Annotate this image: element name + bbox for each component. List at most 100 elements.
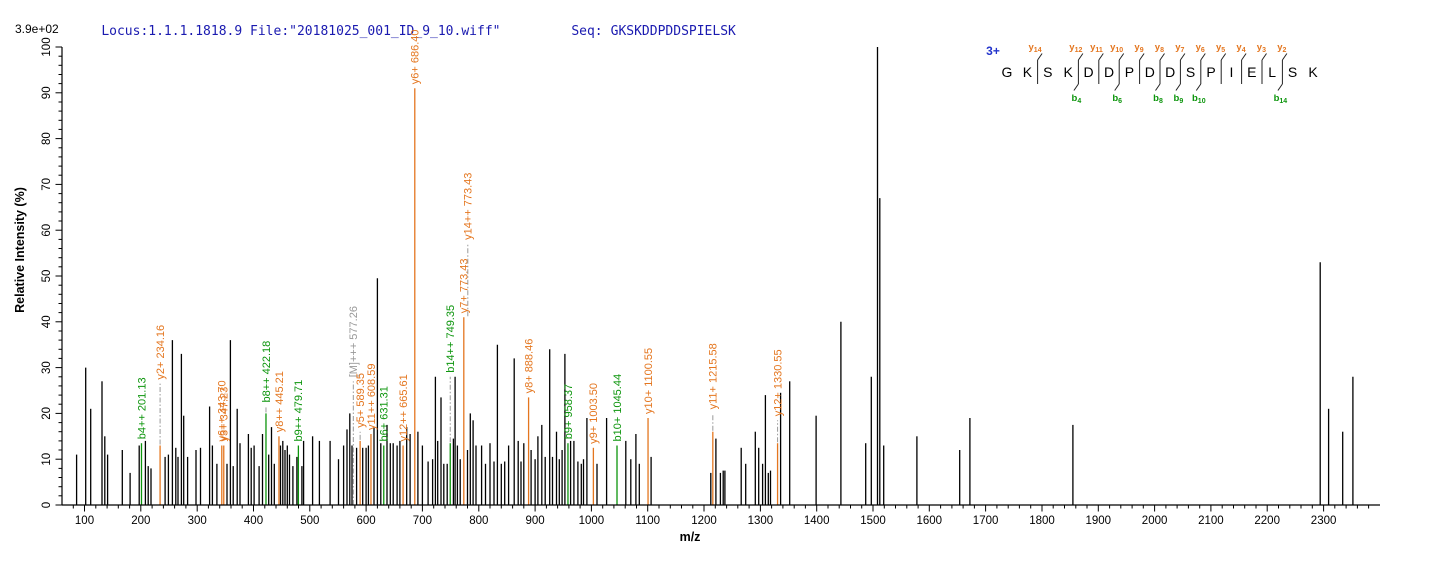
y-ion-tag: y5 — [1216, 42, 1225, 54]
b-ion-tag: b10 — [1192, 93, 1206, 105]
x-tick-labels: 100 200 300 400 500 600 700 800 900 1000 1100 1200 1… — [75, 515, 1336, 527]
svg-text:40: 40 — [41, 315, 53, 328]
peak-label: b6+ 631.31 — [379, 386, 391, 441]
peak-label: y14++ 773.43 — [463, 173, 475, 240]
y-ion-tag: y4 — [1236, 42, 1245, 54]
y-ion-tag: y10 — [1110, 42, 1123, 54]
y-ion-tag: y8 — [1155, 42, 1164, 54]
svg-text:100: 100 — [41, 37, 53, 56]
residue-letter: K — [1308, 64, 1318, 80]
residue-letter: P — [1206, 64, 1215, 80]
y-ion-tag: y6 — [1196, 42, 1205, 54]
residue-letter: K — [1064, 64, 1074, 80]
svg-text:700: 700 — [413, 515, 432, 527]
peak-label: y8+ 888.46 — [523, 339, 535, 394]
header-sequence: Seq: GKSKDDPDDSPIELSK — [540, 9, 736, 54]
peak-label: y9+ 1003.50 — [588, 383, 600, 444]
y-axis-title: Relative Intensity (%) — [13, 187, 27, 313]
header-locus-file: Locus:1.1.1.1818.9 File:"20181025_001_ID… — [70, 9, 500, 54]
peak-label: y8++ 445.21 — [274, 371, 286, 432]
y-ion-tag: y3 — [1257, 42, 1266, 54]
svg-text:50: 50 — [41, 270, 53, 283]
peak-label: y2+ 234.16 — [155, 325, 167, 380]
x-ticks — [72, 505, 1370, 512]
peak-label: y6+ 686.40 — [410, 29, 422, 84]
svg-text:90: 90 — [41, 86, 53, 99]
peak-label: b14++ 749.35 — [445, 305, 457, 373]
seq-value: GKSKDDPDDSPIELSK — [610, 24, 736, 39]
svg-text:600: 600 — [357, 515, 376, 527]
peak-label: y11++ 608.59 — [366, 364, 378, 430]
svg-text:1600: 1600 — [917, 515, 943, 527]
peak-lines — [75, 47, 1354, 505]
max-intensity-label: 3.9e+02 — [15, 22, 59, 36]
svg-text:1100: 1100 — [635, 515, 660, 527]
residue-letter: K — [1023, 64, 1033, 80]
y-ion-tag: y2 — [1277, 42, 1286, 54]
peak-label: b9++ 479.71 — [293, 380, 305, 442]
svg-text:1300: 1300 — [748, 515, 774, 527]
svg-text:2300: 2300 — [1311, 515, 1337, 527]
svg-text:20: 20 — [41, 407, 53, 420]
peak-label: y11+ 1215.58 — [708, 343, 720, 409]
peak-label: y5+ 589.35 — [355, 373, 367, 428]
peak-label: y3+ 347.23 — [219, 387, 231, 442]
residue-letter: S — [1288, 64, 1297, 80]
svg-text:1200: 1200 — [691, 515, 717, 527]
svg-text:10: 10 — [41, 453, 53, 466]
locus-file-text: Locus:1.1.1.1818.9 File:"20181025_001_ID… — [101, 24, 501, 39]
peak-label: [M]+++ 577.26 — [348, 306, 360, 377]
svg-text:800: 800 — [469, 515, 488, 527]
peak-label: y12++ 665.61 — [398, 374, 410, 441]
peak-label: b8++ 422.18 — [261, 341, 273, 403]
svg-text:1700: 1700 — [973, 515, 999, 527]
svg-text:2200: 2200 — [1254, 515, 1280, 527]
b-ion-tag: b8 — [1153, 93, 1163, 105]
b-ion-tag: b6 — [1112, 93, 1122, 105]
residue-letter: D — [1165, 64, 1175, 80]
svg-text:80: 80 — [41, 132, 53, 145]
peak-label: y6++ 343.70 — [217, 380, 229, 441]
peak-label: y12+ 1330.55 — [772, 349, 784, 416]
svg-text:1000: 1000 — [579, 515, 605, 527]
svg-text:0: 0 — [41, 502, 53, 508]
residue-letter: S — [1186, 64, 1195, 80]
svg-text:1500: 1500 — [860, 515, 886, 527]
peak-label: y10+ 1100.55 — [643, 348, 655, 414]
y-ion-tag: y9 — [1134, 42, 1143, 54]
svg-text:200: 200 — [131, 515, 150, 527]
y-ion-tag: y12 — [1069, 42, 1082, 54]
precursor-charge: 3+ — [986, 44, 1000, 58]
svg-text:100: 100 — [75, 515, 94, 527]
residue-letter: E — [1247, 64, 1256, 80]
svg-text:2000: 2000 — [1142, 515, 1168, 527]
svg-text:900: 900 — [526, 515, 545, 527]
svg-text:1400: 1400 — [804, 515, 830, 527]
y-ticks — [55, 46, 62, 506]
svg-text:300: 300 — [188, 515, 207, 527]
b-ion-tag: b4 — [1072, 93, 1082, 105]
residue-letter: D — [1145, 64, 1155, 80]
residue-letter: S — [1043, 64, 1052, 80]
b-ion-tag: b14 — [1274, 93, 1288, 105]
residue-letter: P — [1125, 64, 1134, 80]
b-ion-tag: b9 — [1174, 93, 1184, 105]
residue-letter: G — [1002, 64, 1013, 80]
svg-text:500: 500 — [300, 515, 319, 527]
axes — [61, 47, 1380, 506]
y-ion-tag: y14 — [1029, 42, 1042, 54]
peak-label: b4++ 201.13 — [136, 377, 148, 439]
residue-letter: D — [1084, 64, 1094, 80]
residue-letter: D — [1104, 64, 1114, 80]
svg-text:60: 60 — [41, 224, 53, 237]
peak-label: b9+ 958.37 — [563, 384, 575, 439]
y-tick-labels: 0 10 20 30 40 50 60 70 80 90 100 — [41, 37, 53, 508]
seq-label: Seq: — [571, 24, 603, 39]
svg-text:30: 30 — [41, 361, 53, 374]
svg-text:2100: 2100 — [1198, 515, 1224, 527]
residue-letter: I — [1229, 64, 1233, 80]
